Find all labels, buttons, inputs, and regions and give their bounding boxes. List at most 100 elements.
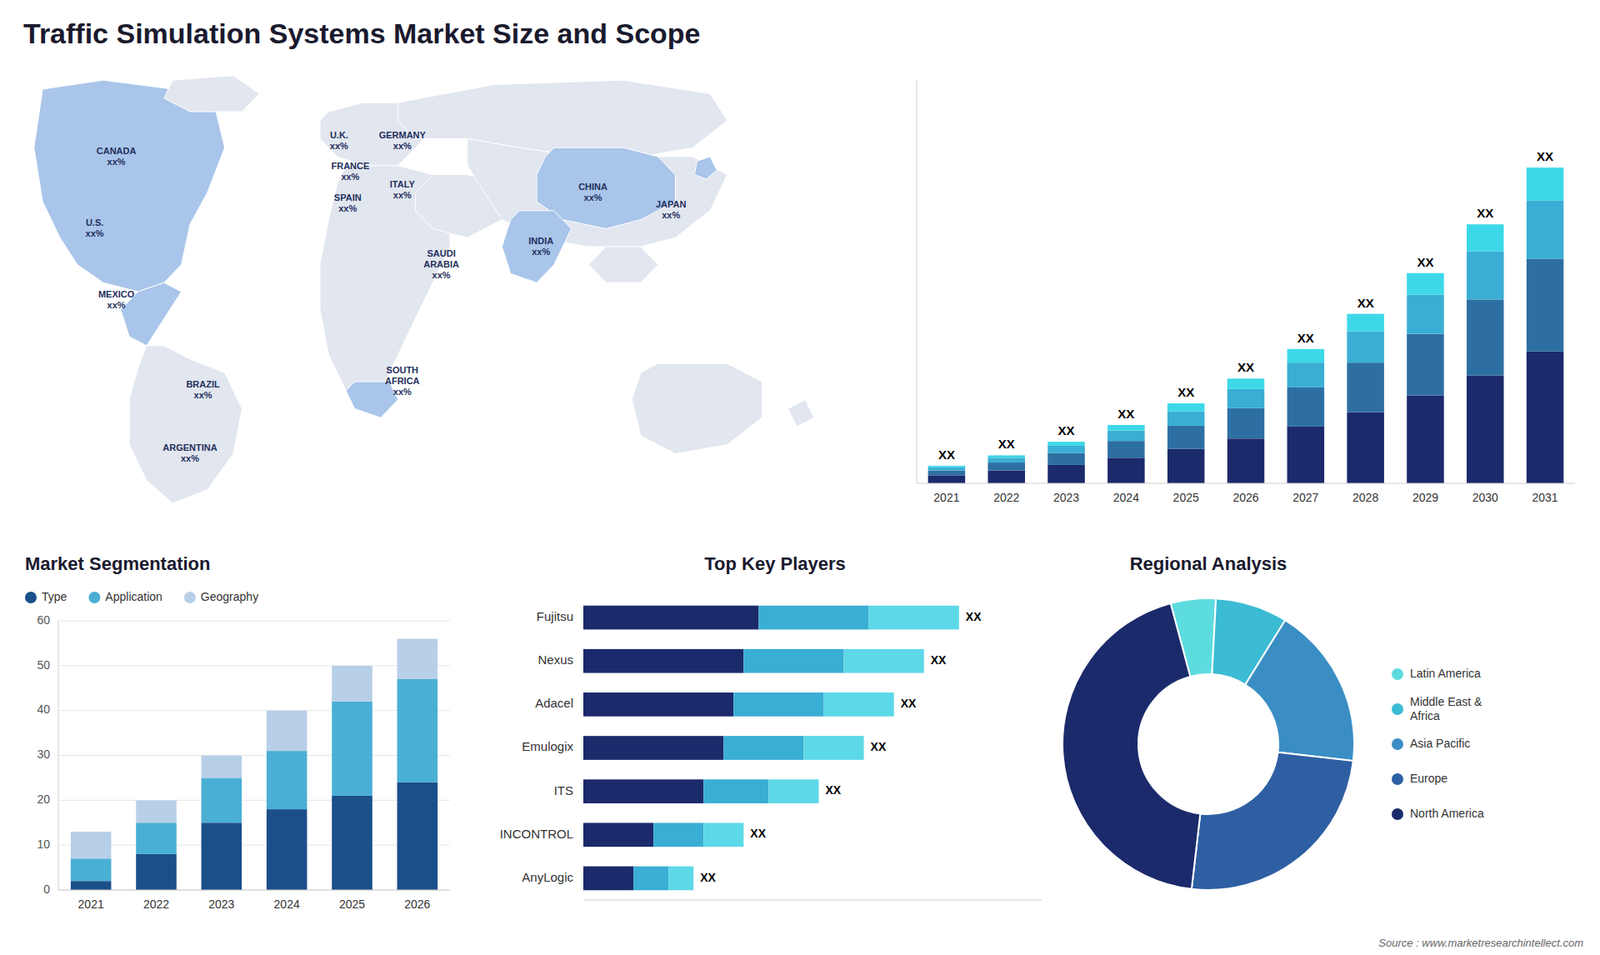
chart-title: Top Key Players	[704, 553, 846, 575]
data-label: XX	[870, 740, 887, 754]
data-label: XX	[825, 783, 842, 797]
category-label: 2021	[78, 897, 105, 911]
bar-segment	[987, 457, 1025, 463]
category-label: INCONTROL	[500, 826, 574, 841]
bar-segment	[583, 866, 634, 891]
chart-title: Regional Analysis	[1130, 553, 1288, 575]
bar-chart: Top Key PlayersXXXXXXXXXXXXXXFujitsuNexu…	[500, 553, 1042, 900]
value-axis-line	[58, 620, 60, 890]
map-label: INDIAxx%	[528, 235, 554, 256]
bar-segment	[583, 605, 759, 630]
map-region	[501, 210, 571, 283]
bar-segment	[928, 470, 966, 476]
bar-segment	[1406, 295, 1445, 335]
category-label: ITS	[554, 783, 574, 798]
bar-segment	[1167, 403, 1205, 412]
bar-segment	[1526, 351, 1565, 484]
legend-label: North America	[1410, 806, 1485, 820]
data-label: XX	[750, 826, 766, 840]
bar-segment	[653, 822, 704, 847]
text-line: xx%	[338, 203, 357, 214]
bar-segment	[1346, 331, 1385, 363]
marks	[583, 605, 960, 891]
bar-segment	[1047, 441, 1085, 446]
text-line: SOUTH	[386, 365, 420, 375]
category-label: 2031	[1532, 490, 1559, 505]
bar-segment	[1167, 425, 1205, 450]
data-label: XX	[1536, 149, 1554, 164]
text-line: Africa	[1410, 708, 1440, 722]
bar-segment	[668, 866, 694, 891]
text-line: xx%	[107, 300, 126, 310]
category-label: Nexus	[537, 652, 574, 667]
legend-label: Asia Pacific	[1410, 736, 1470, 750]
category-label: 2030	[1472, 490, 1499, 505]
bar-segment	[1227, 378, 1265, 389]
text-line: CHINA	[578, 181, 608, 192]
bar-segment	[1346, 362, 1385, 412]
category-label: AnyLogic	[521, 870, 574, 885]
bar-segment	[1406, 273, 1445, 295]
data-label: XX	[1237, 360, 1255, 375]
map-label: SPAINxx%	[334, 192, 362, 214]
text-line: CANADA	[96, 145, 137, 155]
bar-segment	[583, 735, 724, 760]
category-axis-line	[58, 890, 450, 891]
bar-segment	[135, 854, 177, 890]
marks	[70, 639, 438, 890]
bar-segment	[1227, 389, 1265, 409]
category-label: 2023	[1053, 490, 1080, 505]
bar-segment	[201, 777, 243, 823]
page-title: Traffic Simulation Systems Market Size a…	[23, 17, 700, 50]
bar-segment	[266, 750, 308, 810]
legend-swatch	[25, 591, 37, 604]
text-line: xx%	[330, 140, 349, 151]
map-region	[588, 246, 658, 283]
bar-segment	[583, 822, 654, 847]
map-label: BRAZILxx%	[185, 379, 220, 400]
bar-segment	[824, 692, 895, 717]
grid-line	[58, 665, 450, 666]
category-label: 2025	[339, 897, 365, 911]
bar-segment	[331, 665, 373, 702]
bar-segment	[583, 649, 744, 674]
text-line: FRANCE	[330, 160, 370, 171]
map-label: GERMANYxx%	[379, 130, 427, 151]
legend-swatch	[1391, 668, 1404, 680]
text-line: xx%	[661, 210, 680, 220]
bar-chart: Market Segmentation010203040506020212022…	[25, 553, 450, 911]
bar-segment	[1287, 362, 1325, 388]
marks	[928, 167, 1565, 484]
bar-segment	[397, 639, 439, 680]
category-label: 2022	[993, 490, 1020, 505]
grid-line	[58, 620, 450, 622]
data-label: XX	[1177, 385, 1195, 400]
category-label: Emulogix	[521, 739, 574, 754]
bar-segment	[1047, 453, 1085, 465]
bar-segment	[758, 605, 869, 630]
category-axis-line	[916, 483, 1575, 485]
text-line: U.S.	[85, 217, 104, 228]
category-label: 2029	[1412, 490, 1439, 505]
grid-line	[58, 710, 450, 711]
map-label: SOUTHAFRICAxx%	[385, 365, 420, 397]
text-line: xx%	[393, 140, 412, 151]
bar-segment	[703, 779, 769, 804]
grid-line	[58, 845, 450, 846]
bar-segment	[70, 880, 112, 890]
bar-segment	[743, 649, 844, 674]
tick-label: 10	[36, 837, 50, 851]
legend-label: Middle East &Africa	[1410, 694, 1483, 722]
legend: TypeApplicationGeography	[25, 590, 259, 604]
map-region	[631, 363, 762, 454]
bar-segment	[583, 692, 734, 717]
legend-swatch	[184, 591, 196, 604]
tick-label: 60	[36, 613, 50, 627]
map-label: U.S.xx%	[85, 217, 105, 239]
category-label: 2022	[143, 897, 170, 911]
text-line: xx%	[393, 190, 412, 200]
map-region	[129, 345, 242, 504]
tick-label: 50	[36, 658, 50, 672]
text-line: xx%	[107, 155, 126, 166]
category-label: 2021	[933, 490, 960, 505]
